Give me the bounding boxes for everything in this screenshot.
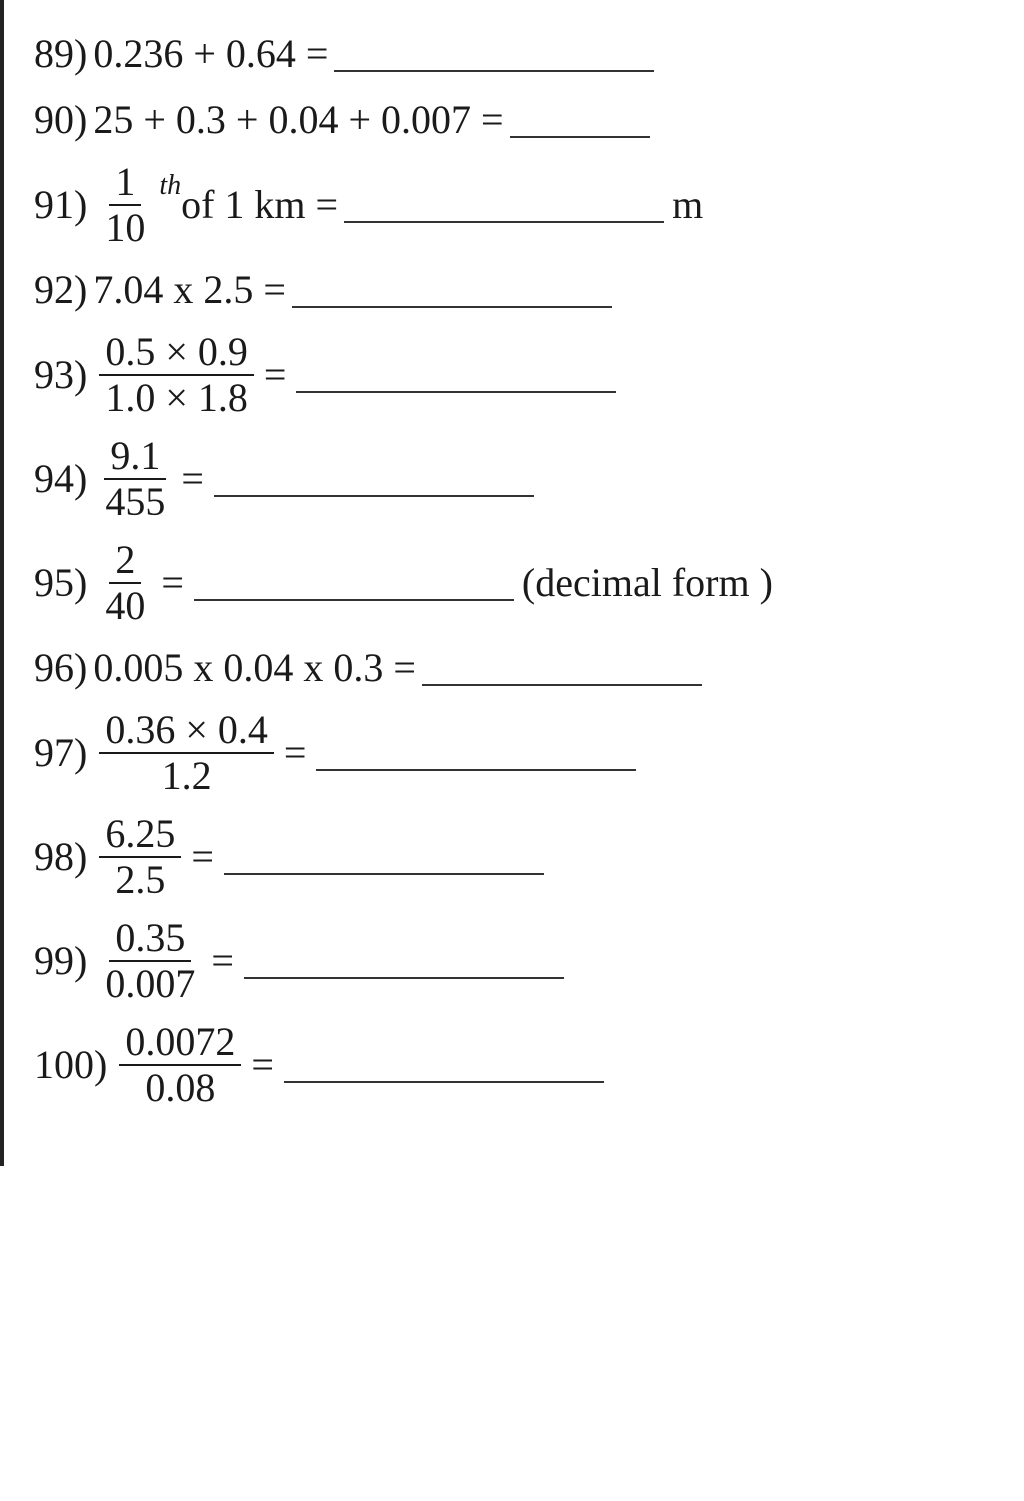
question-94: 94) 9.1 455 =	[34, 436, 1004, 522]
fraction-denominator: 1.0 × 1.8	[99, 376, 254, 418]
answer-blank[interactable]	[344, 187, 664, 223]
answer-blank[interactable]	[316, 735, 636, 771]
equals-sign: =	[157, 559, 188, 607]
note-text: (decimal form )	[522, 559, 773, 607]
equals-sign: =	[187, 833, 218, 881]
fraction-denominator: 0.007	[99, 962, 201, 1004]
equals-sign: =	[247, 1041, 278, 1089]
question-number: 94)	[34, 455, 87, 503]
fraction-denominator: 2.5	[109, 858, 171, 900]
question-number: 92)	[34, 266, 87, 314]
fraction-denominator: 40	[99, 584, 151, 626]
question-92: 92) 7.04 x 2.5 =	[34, 266, 1004, 314]
fraction: 0.35 0.007	[99, 918, 201, 1004]
fraction: 0.0072 0.08	[119, 1022, 241, 1108]
fraction: 9.1 455	[99, 436, 171, 522]
fraction-numerator: 0.5 × 0.9	[99, 332, 254, 376]
question-95: 95) 2 40 = (decimal form )	[34, 540, 1004, 626]
question-number: 90)	[34, 96, 87, 144]
question-98: 98) 6.25 2.5 =	[34, 814, 1004, 900]
question-number: 100)	[34, 1041, 107, 1089]
fraction-denominator: 10	[99, 206, 151, 248]
question-number: 97)	[34, 729, 87, 777]
fraction-numerator: 2	[109, 540, 141, 584]
question-number: 93)	[34, 351, 87, 399]
fraction-numerator: 0.0072	[119, 1022, 241, 1066]
question-97: 97) 0.36 × 0.4 1.2 =	[34, 710, 1004, 796]
question-89: 89) 0.236 + 0.64 =	[34, 30, 1004, 78]
answer-blank[interactable]	[334, 36, 654, 72]
question-number: 95)	[34, 559, 87, 607]
question-96: 96) 0.005 x 0.04 x 0.3 =	[34, 644, 1004, 692]
ordinal-superscript: th	[159, 169, 181, 203]
question-100: 100) 0.0072 0.08 =	[34, 1022, 1004, 1108]
answer-blank[interactable]	[422, 650, 702, 686]
equals-sign: =	[177, 455, 208, 503]
question-number: 91)	[34, 181, 87, 229]
fraction: 6.25 2.5	[99, 814, 181, 900]
fraction-numerator: 0.35	[109, 918, 191, 962]
fraction-numerator: 0.36 × 0.4	[99, 710, 274, 754]
question-number: 99)	[34, 937, 87, 985]
fraction-denominator: 0.08	[139, 1066, 221, 1108]
answer-blank[interactable]	[214, 461, 534, 497]
fraction: 0.36 × 0.4 1.2	[99, 710, 274, 796]
fraction-denominator: 1.2	[156, 754, 218, 796]
unit-label: m	[672, 181, 703, 229]
question-91: 91) 1 10 th of 1 km = m	[34, 162, 1004, 248]
question-90: 90) 25 + 0.3 + 0.04 + 0.007 =	[34, 96, 1004, 144]
equals-sign: =	[207, 937, 238, 985]
expression-text: 0.236 + 0.64 =	[93, 30, 328, 78]
expression-text: 7.04 x 2.5 =	[93, 266, 286, 314]
fraction: 1 10	[99, 162, 151, 248]
expression-text: of 1 km =	[181, 181, 338, 229]
expression-text: 0.005 x 0.04 x 0.3 =	[93, 644, 416, 692]
fraction-numerator: 6.25	[99, 814, 181, 858]
equals-sign: =	[280, 729, 311, 777]
answer-blank[interactable]	[510, 102, 650, 138]
question-number: 98)	[34, 833, 87, 881]
answer-blank[interactable]	[244, 943, 564, 979]
question-number: 96)	[34, 644, 87, 692]
equals-sign: =	[260, 351, 291, 399]
answer-blank[interactable]	[194, 565, 514, 601]
question-number: 89)	[34, 30, 87, 78]
question-99: 99) 0.35 0.007 =	[34, 918, 1004, 1004]
answer-blank[interactable]	[284, 1047, 604, 1083]
answer-blank[interactable]	[296, 357, 616, 393]
question-93: 93) 0.5 × 0.9 1.0 × 1.8 =	[34, 332, 1004, 418]
fraction-numerator: 1	[109, 162, 141, 206]
fraction-denominator: 455	[99, 480, 171, 522]
fraction: 2 40	[99, 540, 151, 626]
fraction-numerator: 9.1	[104, 436, 166, 480]
expression-text: 25 + 0.3 + 0.04 + 0.007 =	[93, 96, 503, 144]
answer-blank[interactable]	[292, 272, 612, 308]
answer-blank[interactable]	[224, 839, 544, 875]
fraction: 0.5 × 0.9 1.0 × 1.8	[99, 332, 254, 418]
